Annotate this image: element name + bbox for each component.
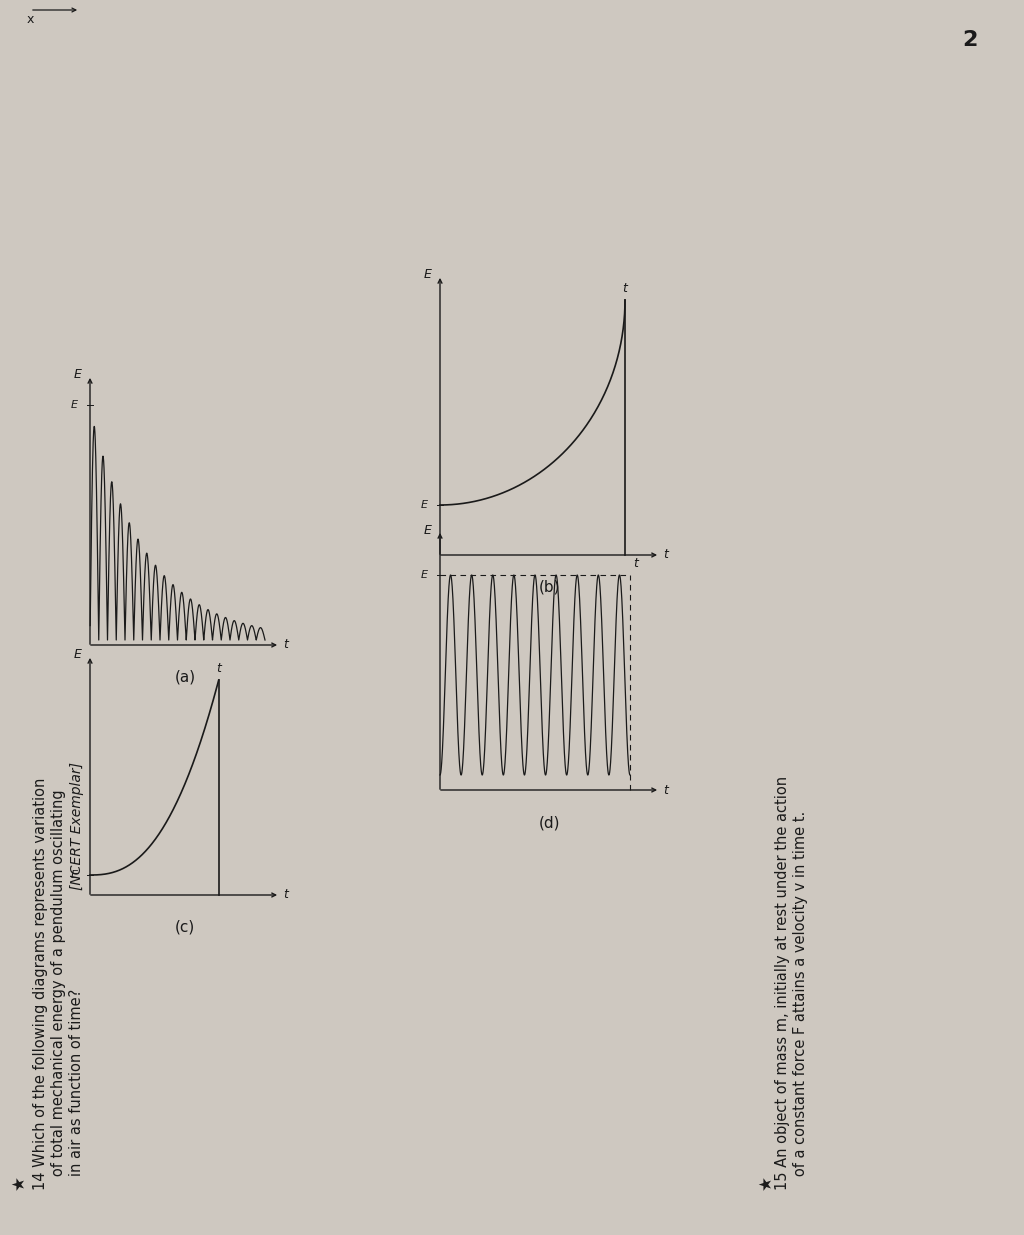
Text: (d): (d)	[540, 815, 561, 830]
Text: t: t	[623, 282, 628, 295]
Text: (a): (a)	[174, 671, 196, 685]
Text: (b): (b)	[540, 580, 561, 595]
Text: x: x	[27, 14, 35, 26]
Text: E: E	[421, 571, 428, 580]
Text: E: E	[74, 648, 82, 662]
Text: t: t	[663, 783, 668, 797]
Text: t: t	[216, 662, 221, 676]
Text: t: t	[663, 548, 668, 562]
Text: t: t	[283, 888, 288, 902]
Text: E: E	[424, 268, 432, 282]
Text: in air as function of time?: in air as function of time?	[69, 989, 84, 1191]
Text: (c): (c)	[175, 920, 196, 935]
Text: E: E	[71, 400, 78, 410]
Text: 2: 2	[963, 30, 978, 49]
Text: E: E	[424, 524, 432, 536]
Text: [NCERT Exemplar]: [NCERT Exemplar]	[70, 762, 84, 890]
Text: t: t	[283, 638, 288, 652]
Text: of a constant force F attains a velocity v in time t.: of a constant force F attains a velocity…	[793, 810, 808, 1191]
Text: ★: ★	[10, 1176, 28, 1191]
Text: 15 An object of mass m, initially at rest under the action: 15 An object of mass m, initially at res…	[775, 776, 790, 1191]
Text: E: E	[71, 869, 78, 881]
Text: 14 Which of the following diagrams represents variation: 14 Which of the following diagrams repre…	[33, 778, 48, 1191]
Text: E: E	[74, 368, 82, 382]
Text: t: t	[633, 557, 638, 571]
Text: E: E	[421, 500, 428, 510]
Text: ★: ★	[757, 1176, 775, 1191]
Text: of total mechanical energy of a pendulum oscillating: of total mechanical energy of a pendulum…	[51, 789, 66, 1191]
